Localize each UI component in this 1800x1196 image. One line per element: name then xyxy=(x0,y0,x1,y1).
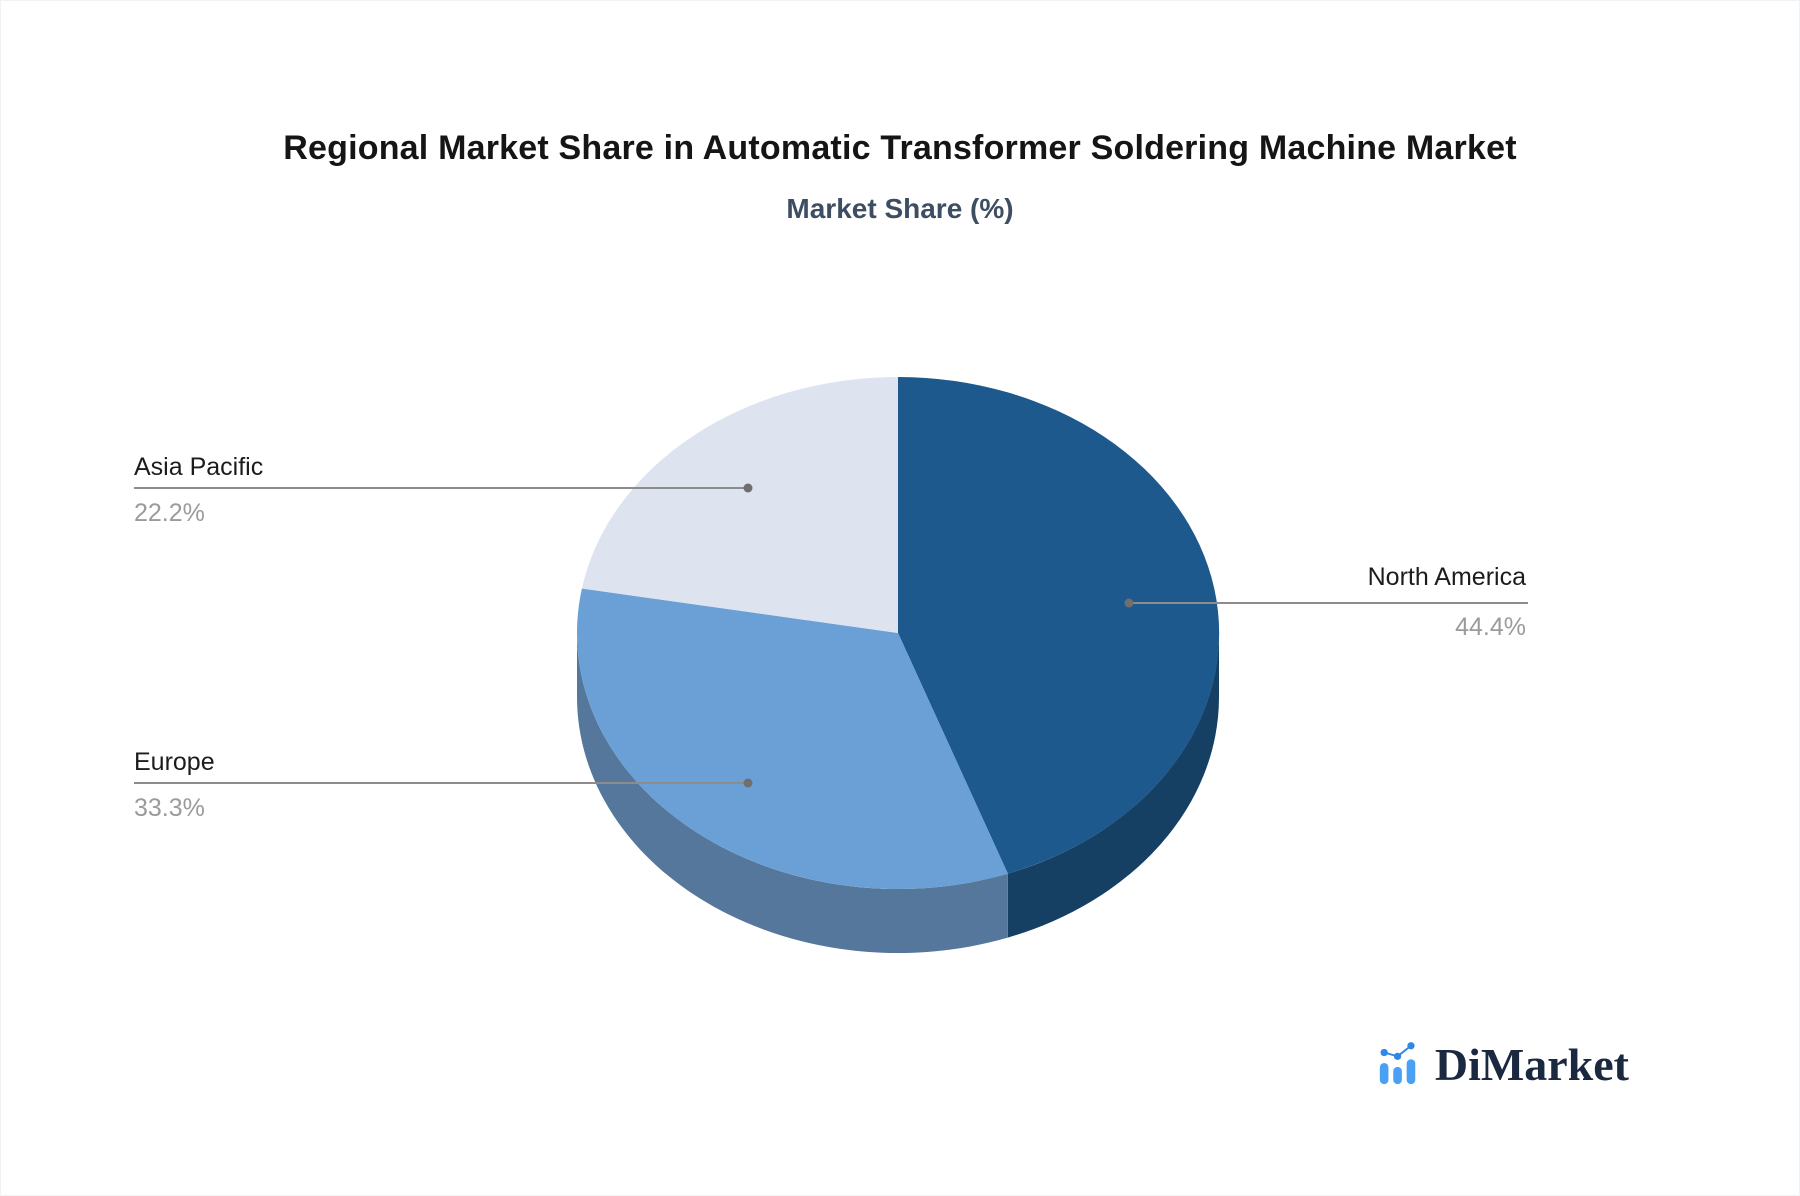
logo-dot xyxy=(1380,1048,1388,1057)
chart-subtitle: Market Share (%) xyxy=(786,193,1014,224)
pie-slice-europe[interactable] xyxy=(577,588,1008,890)
callout-north-america: North America 44.4% xyxy=(1368,563,1526,642)
leader-dot-north-america xyxy=(1124,598,1134,608)
callout-asia-pacific: Asia Pacific 22.2% xyxy=(134,453,263,528)
logo-dot xyxy=(1407,1042,1415,1050)
pie-slice-asia-pacific[interactable] xyxy=(581,377,898,633)
logo-bar xyxy=(1406,1059,1416,1085)
dimarket-logo: DiMarket xyxy=(1376,1039,1629,1089)
pie-slice-side-europe xyxy=(576,633,1008,954)
logo-dot xyxy=(1393,1052,1402,1060)
slice-label: Asia Pacific xyxy=(134,453,264,481)
callout-europe: Europe 33.3% xyxy=(134,748,215,823)
bar-line-growth-icon xyxy=(1379,1042,1416,1085)
slice-value: 33.3% xyxy=(134,794,205,822)
chart-title: Regional Market Share in Automatic Trans… xyxy=(283,129,1517,167)
slice-value: 44.4% xyxy=(1455,613,1526,641)
slice-label: North America xyxy=(1367,563,1526,591)
pie-slice-north-america[interactable] xyxy=(898,376,1220,874)
logo-text: DiMarket xyxy=(1434,1039,1629,1090)
leader-dot-asia-pacific xyxy=(743,483,753,493)
logo-bar xyxy=(1393,1066,1402,1085)
pie-slice-side-north-america xyxy=(1007,633,1219,938)
slice-value: 22.2% xyxy=(134,499,205,527)
slice-label: Europe xyxy=(134,748,215,776)
logo-bar xyxy=(1379,1063,1389,1085)
leader-dot-europe xyxy=(743,778,753,788)
